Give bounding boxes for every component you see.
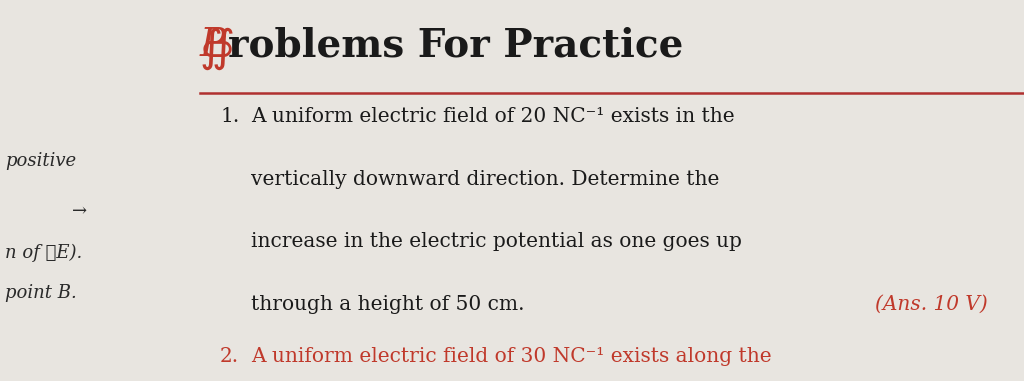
Text: →: → [72, 202, 87, 220]
Text: P: P [200, 27, 226, 64]
Text: A uniform electric field of 30 NC⁻¹ exists along the: A uniform electric field of 30 NC⁻¹ exis… [251, 347, 771, 366]
Text: increase in the electric potential as one goes up: increase in the electric potential as on… [251, 232, 741, 251]
Text: positive: positive [5, 152, 76, 170]
Text: roblems For Practice: roblems For Practice [228, 27, 684, 65]
Text: A uniform electric field of 20 NC⁻¹ exists in the: A uniform electric field of 20 NC⁻¹ exis… [251, 107, 734, 126]
Text: ∯: ∯ [200, 27, 234, 70]
Text: n of ⃗E).: n of ⃗E). [5, 244, 82, 262]
Text: point B.: point B. [5, 284, 77, 302]
Text: (Ans. 10 V): (Ans. 10 V) [876, 295, 988, 314]
Text: through a height of 50 cm.: through a height of 50 cm. [251, 295, 524, 314]
Text: vertically downward direction. Determine the: vertically downward direction. Determine… [251, 170, 719, 189]
Text: 2.: 2. [220, 347, 240, 366]
Text: 1.: 1. [220, 107, 240, 126]
